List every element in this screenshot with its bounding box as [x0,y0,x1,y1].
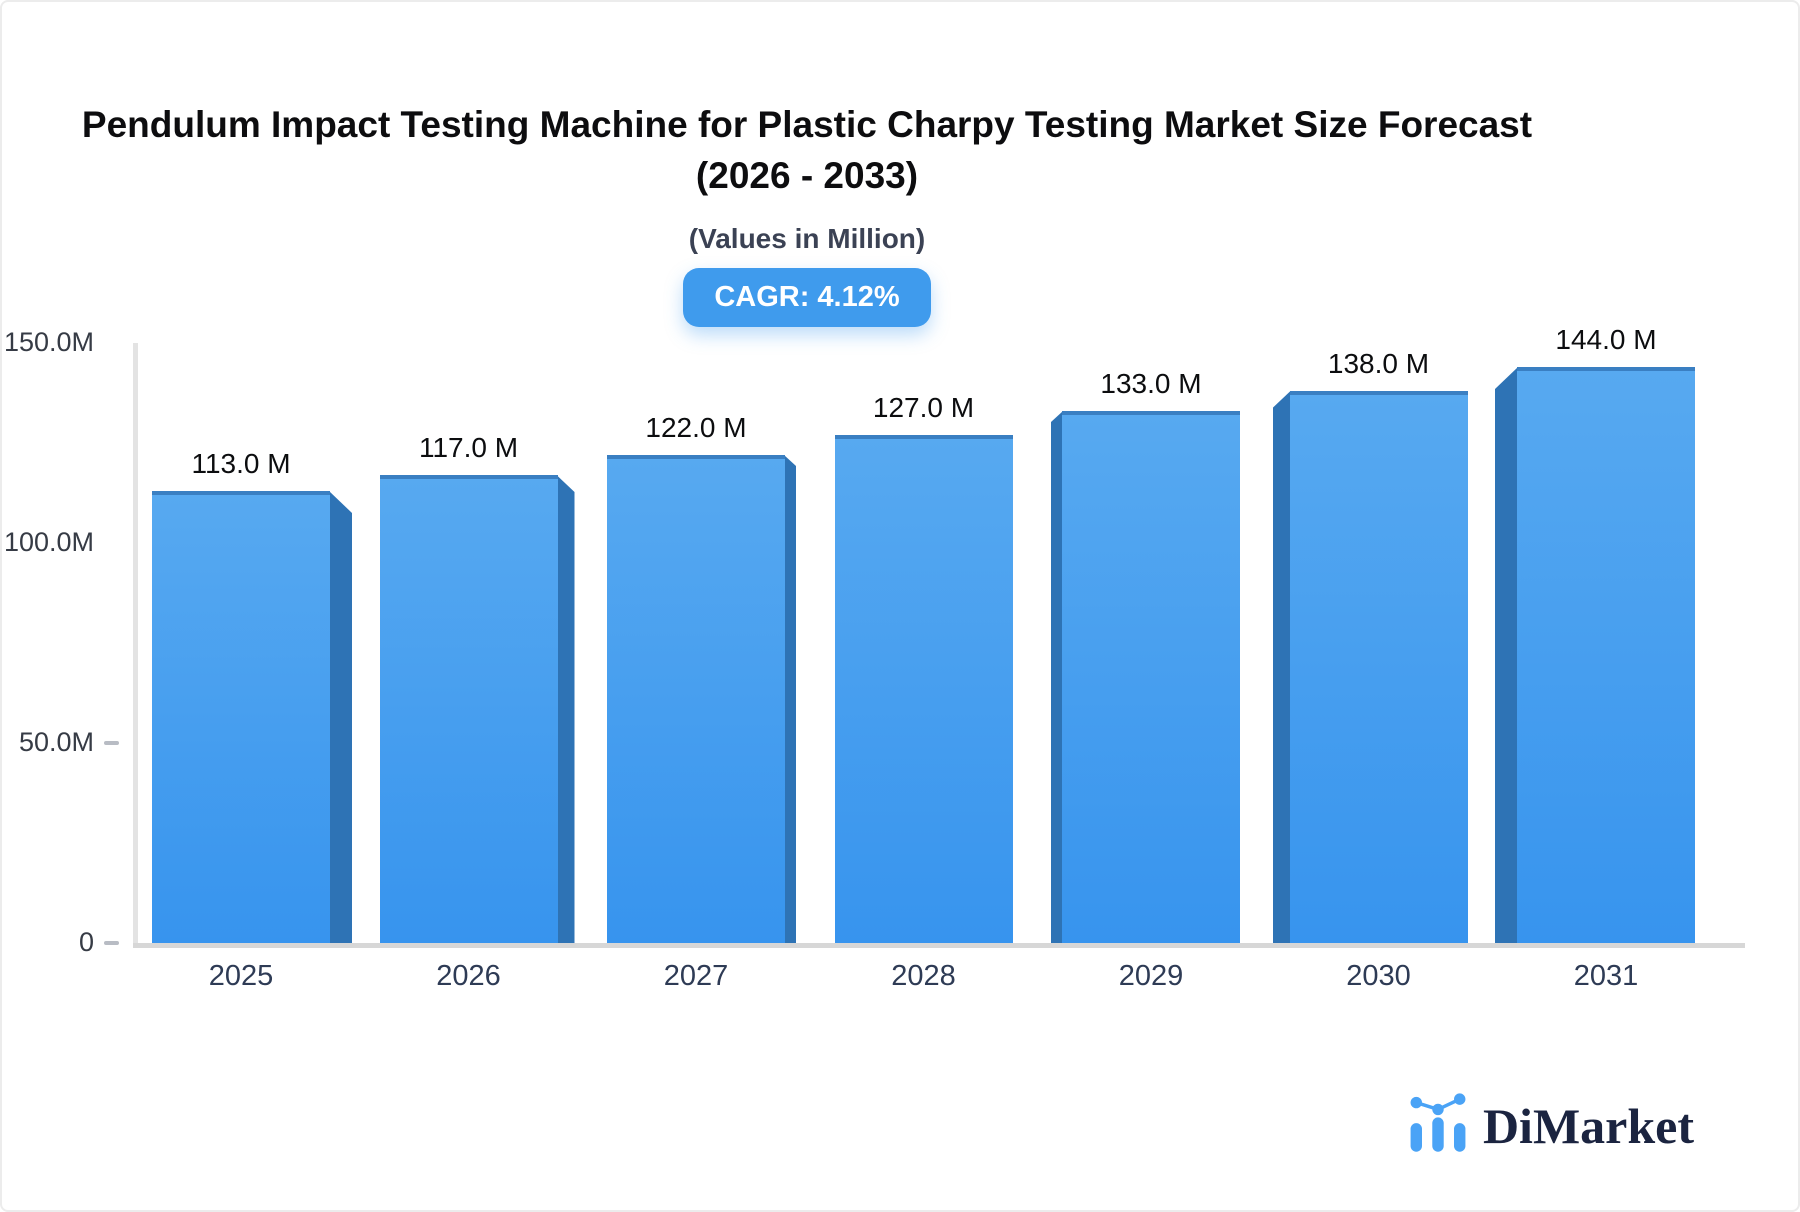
bar-value-label: 127.0 M [872,392,975,423]
x-axis-tick-label: 2029 [1118,960,1184,992]
x-axis-tick-label: 2026 [436,960,501,992]
bar-value-label: 117.0 M [418,432,519,463]
y-axis-tick-label: 0 [78,927,94,957]
bar-value-label: 144.0 M [1555,324,1657,355]
x-axis-tick-label: 2025 [208,960,274,992]
bar-3d-side [556,475,575,943]
bar-2031[interactable] [1517,367,1695,943]
bar-2025[interactable] [152,491,330,943]
bar-2030[interactable] [1289,391,1468,943]
cagr-badge: CAGR: 4.12% [683,267,931,327]
bar-2029[interactable] [1062,411,1240,943]
bar-3d-side [1051,411,1063,943]
chart-header: Pendulum Impact Testing Machine for Plas… [2,2,1612,327]
x-axis-tick-label: 2027 [663,960,729,992]
y-axis-tick-label: 100.0M [3,527,94,557]
bar-value-label: 133.0 M [1100,368,1202,399]
bar-2028[interactable] [834,435,1013,943]
bar-value-label: 113.0 M [191,448,291,479]
y-axis-tick-mark [104,941,119,945]
chart-title-line2: (2026 - 2033) [695,155,919,197]
chart-subtitle: (Values in Million) [688,222,926,254]
x-axis-tick-label: 2030 [1346,960,1411,992]
y-axis-tick-label: 150.0M [3,327,94,357]
bar-3d-side [784,455,796,943]
bar-line-chart-icon [1410,1093,1466,1152]
bar-2026[interactable] [379,475,558,943]
plot-area: 150.0M 100.0M 50.0M 0 113.0 M 2025 117.0 M 2026… [2,324,1798,1003]
brand-logo: DiMarket [1408,1090,1694,1154]
x-axis-line [133,943,1745,948]
y-axis-line [133,343,138,948]
y-axis-tick-mark [104,741,119,745]
bar-3d-side [329,491,352,943]
brand-name: DiMarket [1482,1098,1694,1154]
bar-value-label: 138.0 M [1327,348,1430,379]
x-axis-tick-label: 2031 [1573,960,1639,992]
chart-title-line1: Pendulum Impact Testing Machine for Plas… [81,104,1533,145]
bar-3d-side [1272,391,1291,943]
bar-2027[interactable] [607,455,785,943]
x-axis-tick-label: 2028 [891,960,956,992]
y-axis-tick-label: 50.0M [18,727,94,757]
bar-3d-side [1495,367,1518,943]
chart-title: Pendulum Impact Testing Machine for Plas… [2,102,1612,199]
bar-value-label: 122.0 M [645,412,747,443]
